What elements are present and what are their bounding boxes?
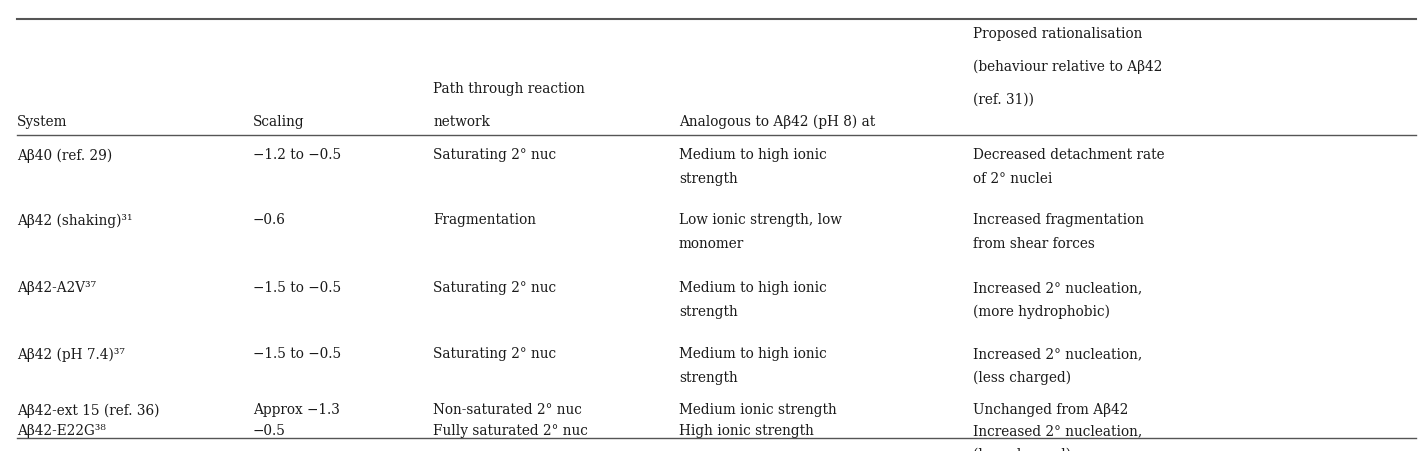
Text: Medium ionic strength: Medium ionic strength xyxy=(679,402,836,416)
Text: Fragmentation: Fragmentation xyxy=(433,213,537,227)
Text: Analogous to Aβ42 (pH 8) at: Analogous to Aβ42 (pH 8) at xyxy=(679,114,875,129)
Text: −0.5: −0.5 xyxy=(253,423,285,437)
Text: Increased fragmentation: Increased fragmentation xyxy=(973,213,1143,227)
Text: strength: strength xyxy=(679,304,737,318)
Text: monomer: monomer xyxy=(679,236,744,250)
Text: Saturating 2° nuc: Saturating 2° nuc xyxy=(433,281,557,295)
Text: −0.6: −0.6 xyxy=(253,213,285,227)
Text: Medium to high ionic: Medium to high ionic xyxy=(679,346,826,360)
Text: Approx −1.3: Approx −1.3 xyxy=(253,402,339,416)
Text: Saturating 2° nuc: Saturating 2° nuc xyxy=(433,346,557,360)
Text: Increased 2° nucleation,: Increased 2° nucleation, xyxy=(973,423,1142,437)
Text: (ref. 31)): (ref. 31)) xyxy=(973,92,1034,106)
Text: Decreased detachment rate: Decreased detachment rate xyxy=(973,148,1164,162)
Text: Aβ42 (shaking)³¹: Aβ42 (shaking)³¹ xyxy=(17,213,132,227)
Text: (less charged): (less charged) xyxy=(973,370,1071,384)
Text: System: System xyxy=(17,115,68,129)
Text: Aβ42-E22G³⁸: Aβ42-E22G³⁸ xyxy=(17,423,106,437)
Text: Saturating 2° nuc: Saturating 2° nuc xyxy=(433,148,557,162)
Text: of 2° nuclei: of 2° nuclei xyxy=(973,171,1052,185)
Text: Aβ42-A2V³⁷: Aβ42-A2V³⁷ xyxy=(17,281,97,295)
Text: Aβ42 (pH 7.4)³⁷: Aβ42 (pH 7.4)³⁷ xyxy=(17,346,125,361)
Text: (behaviour relative to Aβ42: (behaviour relative to Aβ42 xyxy=(973,60,1162,74)
Text: Unchanged from Aβ42: Unchanged from Aβ42 xyxy=(973,402,1127,416)
Text: Aβ42-ext 15 (ref. 36): Aβ42-ext 15 (ref. 36) xyxy=(17,402,159,417)
Text: strength: strength xyxy=(679,370,737,384)
Text: Non-saturated 2° nuc: Non-saturated 2° nuc xyxy=(433,402,582,416)
Text: Aβ40 (ref. 29): Aβ40 (ref. 29) xyxy=(17,148,112,162)
Text: −1.5 to −0.5: −1.5 to −0.5 xyxy=(253,281,341,295)
Text: Increased 2° nucleation,: Increased 2° nucleation, xyxy=(973,346,1142,360)
Text: Scaling: Scaling xyxy=(253,115,304,129)
Text: Path through reaction: Path through reaction xyxy=(433,82,585,96)
Text: Medium to high ionic: Medium to high ionic xyxy=(679,148,826,162)
Text: −1.2 to −0.5: −1.2 to −0.5 xyxy=(253,148,341,162)
Text: Increased 2° nucleation,: Increased 2° nucleation, xyxy=(973,281,1142,295)
Text: Fully saturated 2° nuc: Fully saturated 2° nuc xyxy=(433,423,588,437)
Text: Low ionic strength, low: Low ionic strength, low xyxy=(679,213,842,227)
Text: −1.5 to −0.5: −1.5 to −0.5 xyxy=(253,346,341,360)
Text: from shear forces: from shear forces xyxy=(973,236,1095,250)
Text: Proposed rationalisation: Proposed rationalisation xyxy=(973,27,1142,41)
Text: High ionic strength: High ionic strength xyxy=(679,423,814,437)
Text: network: network xyxy=(433,115,490,129)
Text: strength: strength xyxy=(679,171,737,185)
Text: Medium to high ionic: Medium to high ionic xyxy=(679,281,826,295)
Text: (less charged): (less charged) xyxy=(973,446,1071,451)
Text: (more hydrophobic): (more hydrophobic) xyxy=(973,304,1109,318)
